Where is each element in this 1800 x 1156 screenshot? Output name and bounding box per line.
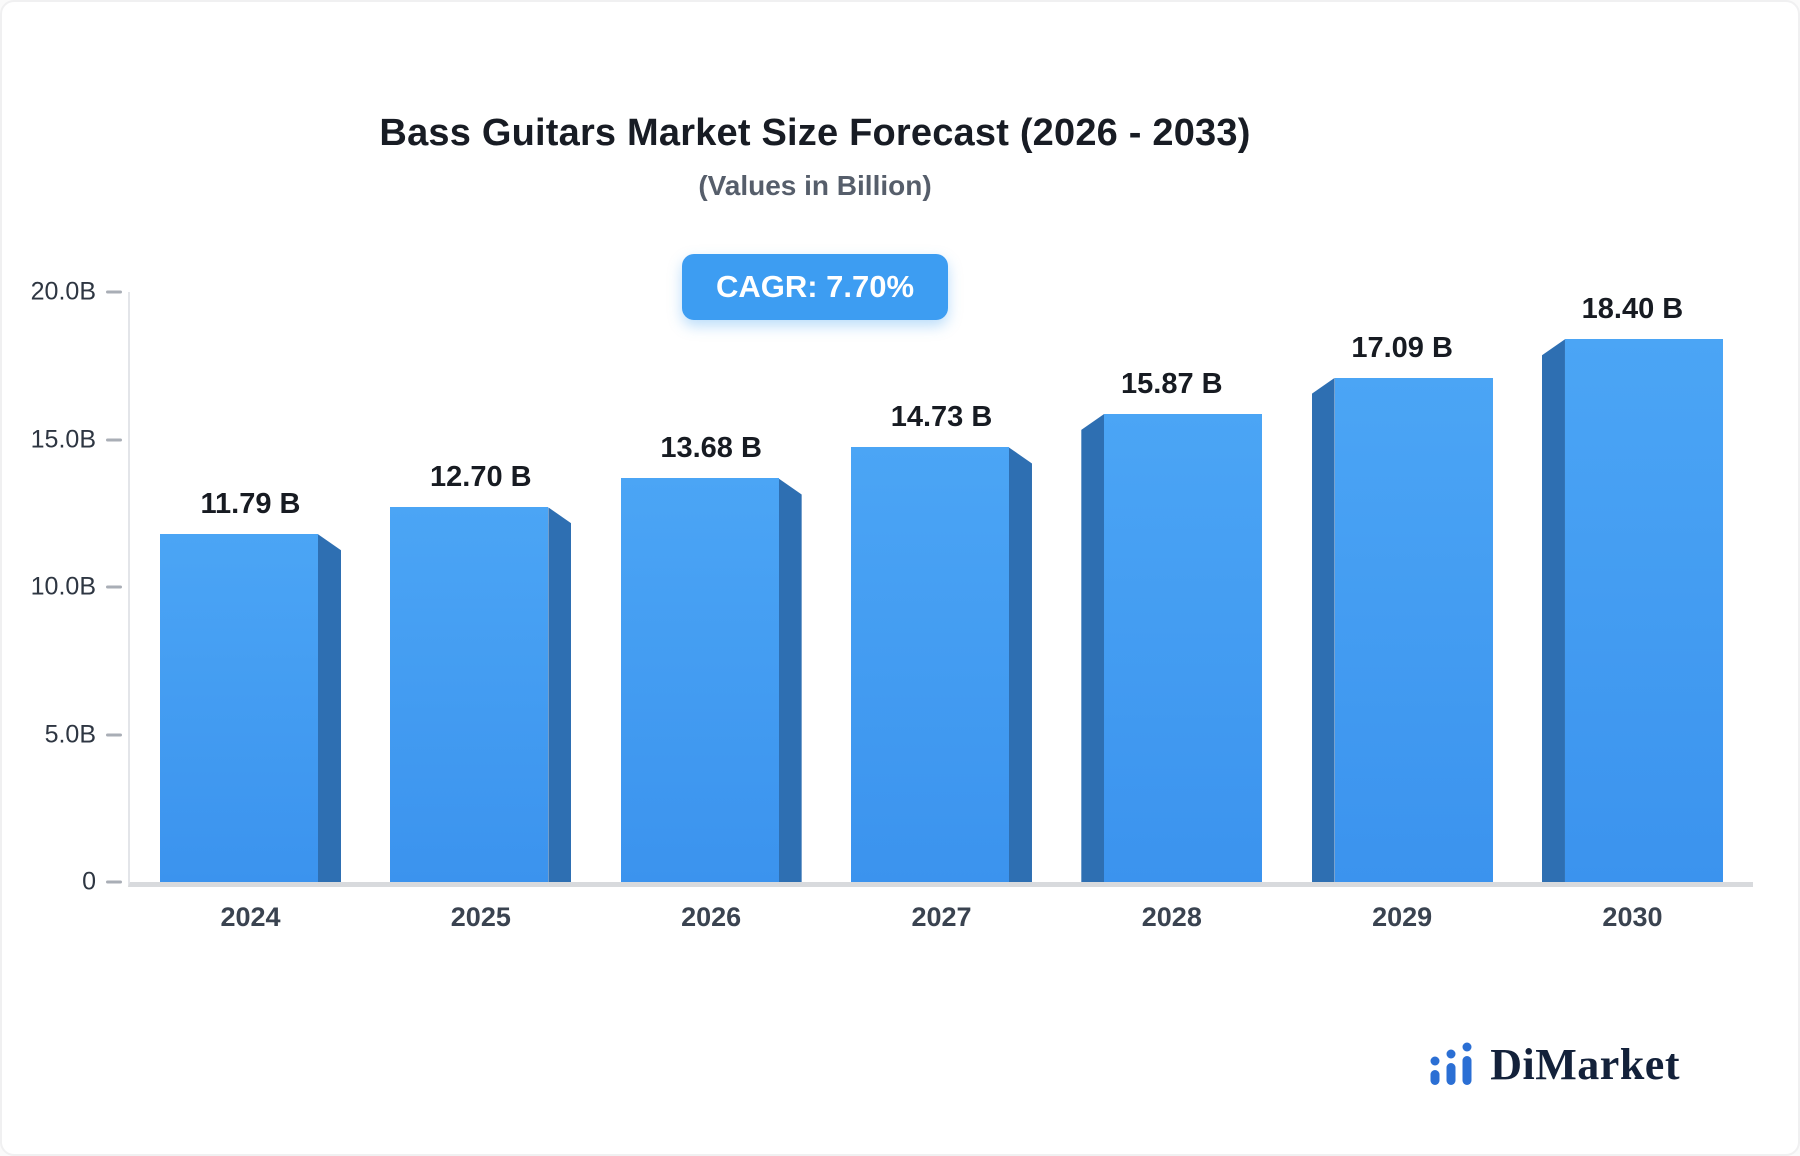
x-axis-labels: 2024 2025 2026 2027 2028 2029 2030 — [130, 902, 1753, 933]
bar-front-face — [620, 478, 779, 882]
x-tick-label: 2030 — [1602, 902, 1663, 932]
bar-side-face — [1541, 339, 1565, 882]
y-tick-mark — [106, 733, 122, 736]
y-tick-mark — [106, 438, 122, 441]
y-tick-mark — [106, 585, 122, 589]
bar-side-face — [1081, 413, 1105, 882]
bar-chart: 20.0B 15.0B 10.0B 5.0B 0 11.79 B 12.70 B 13.68… — [31, 278, 1753, 932]
x-tick-label: 2026 — [681, 902, 742, 932]
bar-rect — [390, 507, 572, 882]
y-tick: 20.0B — [26, 278, 122, 307]
y-tick-mark — [106, 880, 122, 884]
x-tick-label: 2029 — [1372, 902, 1433, 932]
bar-value-label: 12.70 B — [430, 461, 532, 494]
x-tick-label: 2025 — [450, 902, 511, 932]
bar-2027: 14.73 B — [850, 292, 1032, 882]
bar-front-face — [390, 507, 549, 882]
y-tick-label: 0 — [82, 867, 96, 896]
y-tick-label: 10.0B — [30, 572, 96, 601]
bar-rect — [160, 534, 341, 882]
y-tick-label: 20.0B — [30, 277, 96, 306]
bar-front-face — [1334, 377, 1493, 882]
bar-value-label: 13.68 B — [660, 432, 762, 465]
bar-front-face — [1104, 413, 1263, 882]
y-tick-mark — [106, 290, 122, 294]
bar-value-label: 17.09 B — [1351, 331, 1453, 364]
bar-value-label: 14.73 B — [890, 401, 993, 434]
bar-front-face — [160, 534, 318, 882]
x-tick-label: 2024 — [220, 902, 281, 932]
bar-front-face — [1564, 339, 1723, 882]
bar-rect — [620, 478, 802, 882]
cagr-badge-wrap: CAGR: 7.70% — [2, 254, 1628, 320]
bars: 11.79 B 12.70 B 13.68 B 14.73 B 15.87 B 17.09… — [130, 292, 1753, 882]
bar-2026: 13.68 B — [620, 292, 802, 882]
bar-side-face — [778, 478, 802, 882]
y-tick: 0 — [26, 868, 122, 897]
bar-side-face — [1008, 447, 1032, 882]
bar-front-face — [850, 447, 1009, 882]
bar-2029: 17.09 B — [1311, 292, 1493, 882]
bar-2024: 11.79 B — [160, 292, 341, 882]
y-tick: 10.0B — [26, 573, 122, 602]
bar-rect — [1311, 377, 1493, 882]
y-tick-label: 5.0B — [44, 720, 96, 748]
bar-2030: 18.40 B — [1541, 292, 1723, 882]
cagr-badge: CAGR: 7.70% — [681, 254, 949, 320]
bar-value-label: 15.87 B — [1121, 367, 1223, 400]
x-tick-label: 2028 — [1141, 902, 1202, 932]
x-tick-label: 2027 — [911, 902, 972, 932]
brand-logo: DiMarket — [1424, 1037, 1680, 1091]
chart-subtitle: (Values in Billion) — [698, 170, 932, 201]
chart-title: Bass Guitars Market Size Forecast (2026 … — [379, 112, 1251, 154]
bar-rect — [1081, 413, 1263, 882]
y-tick: 5.0B — [26, 720, 122, 749]
bar-value-label: 11.79 B — [200, 488, 301, 521]
bar-rect — [850, 447, 1032, 882]
bar-side-face — [1311, 377, 1335, 882]
bar-2028: 15.87 B — [1081, 292, 1263, 882]
y-tick: 15.0B — [26, 425, 122, 454]
bar-value-label: 18.40 B — [1581, 293, 1684, 326]
brand-logo-icon — [1424, 1037, 1478, 1091]
bar-rect — [1541, 339, 1723, 882]
bar-side-face — [548, 507, 572, 882]
bar-side-face — [318, 534, 341, 882]
brand-name: DiMarket — [1490, 1039, 1680, 1089]
bar-2025: 12.70 B — [390, 292, 572, 882]
y-tick-label: 15.0B — [30, 425, 96, 453]
